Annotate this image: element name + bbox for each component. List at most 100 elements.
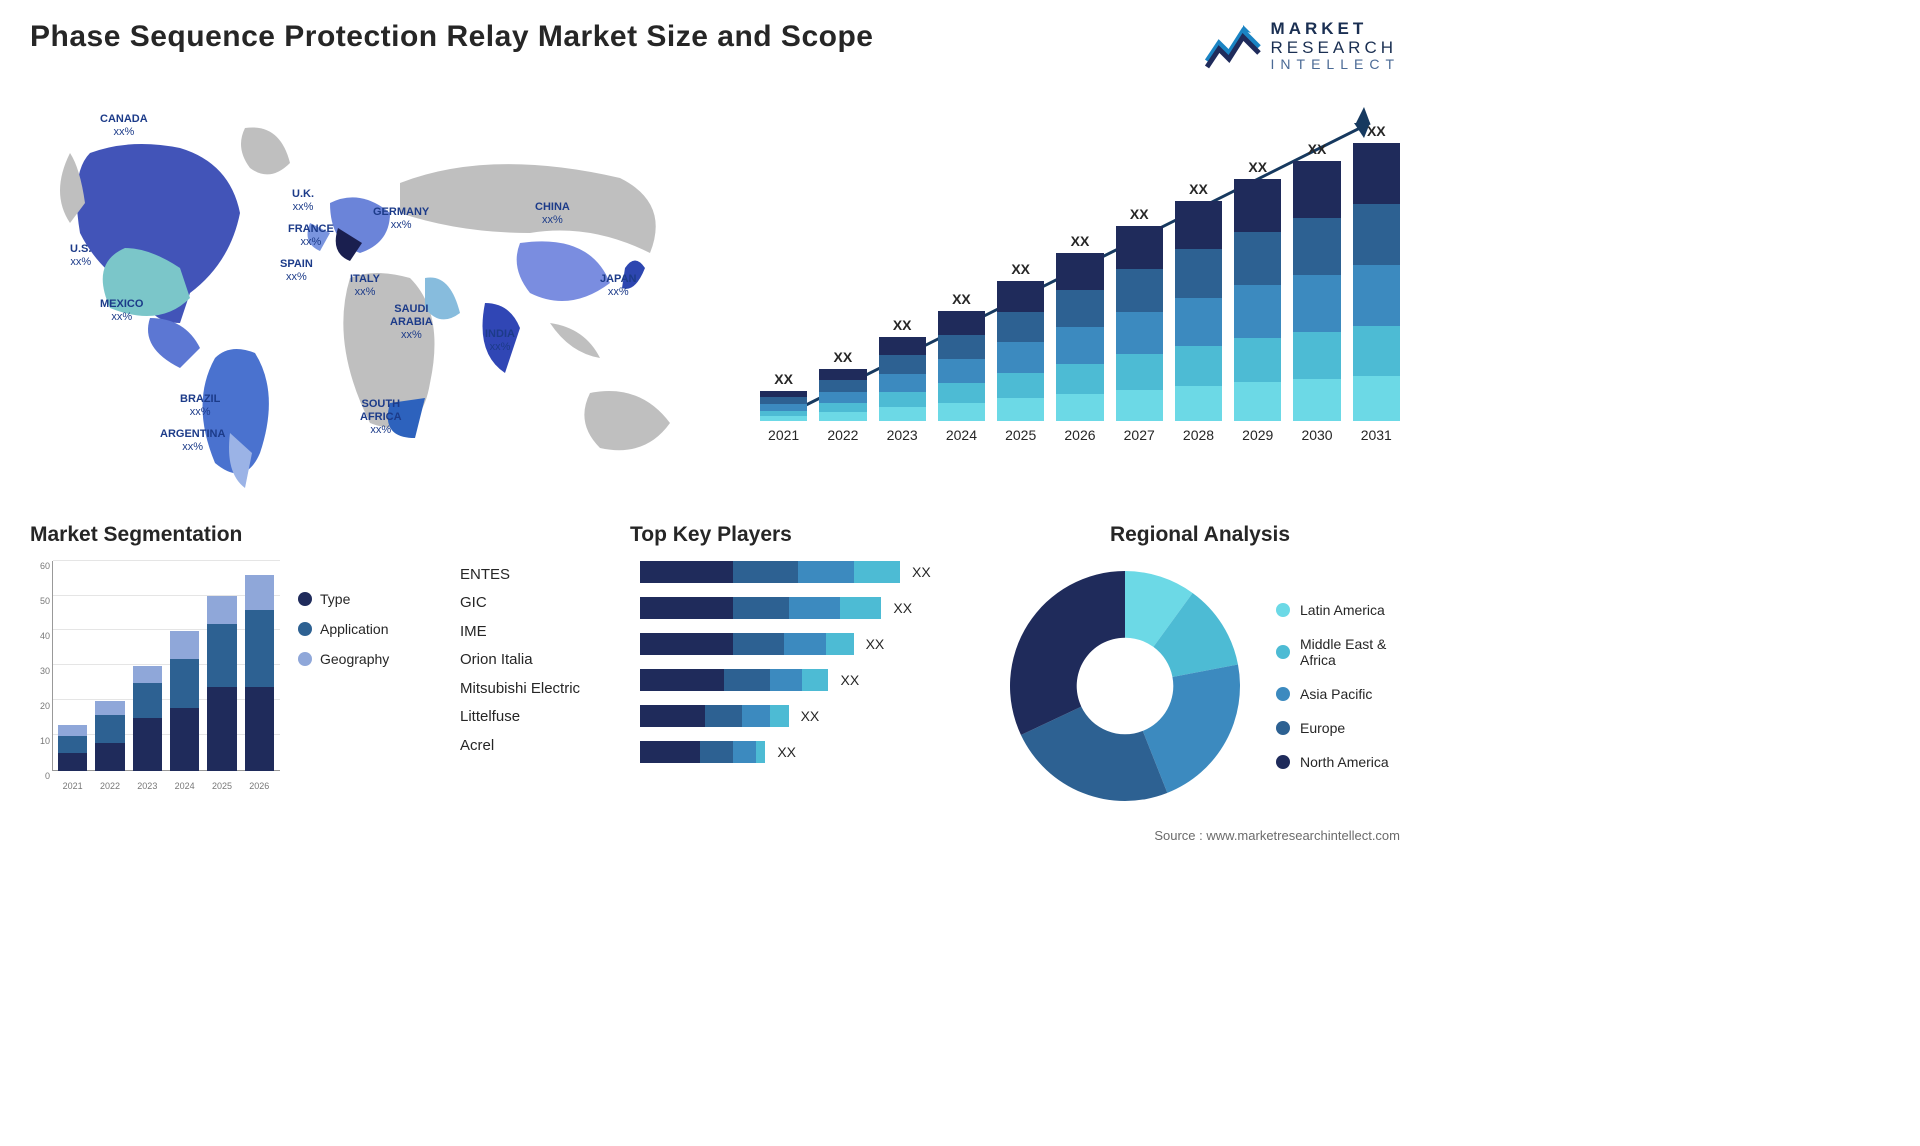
growth-segment [1293,161,1340,218]
kp-bar-row: XX [640,669,950,691]
seg-legend-item: Application [298,621,389,637]
growth-segment [1175,298,1222,346]
region-legend-item: North America [1276,754,1389,770]
growth-segment [1056,327,1103,364]
kp-segment [640,741,700,763]
growth-bar-2026: XX2026 [1056,233,1103,443]
growth-segment [1056,290,1103,327]
logo-text-1: MARKET [1271,20,1400,39]
growth-bar-stack [1175,201,1222,421]
region-legend-label: Asia Pacific [1300,686,1372,702]
growth-bar-2022: XX2022 [819,349,866,443]
regional-panel: Regional Analysis Latin AmericaMiddle Ea… [1000,523,1400,811]
growth-bar-stack [879,337,926,421]
logo-text-2: RESEARCH [1271,39,1400,58]
kp-segment [770,705,789,727]
growth-value-label: XX [1130,206,1149,222]
kp-segment [640,669,724,691]
map-label-spain: SPAINxx% [280,258,313,284]
seg-segment [207,596,236,624]
seg-bar-2021 [58,725,87,771]
seg-segment [95,743,124,771]
growth-segment [997,398,1044,420]
map-label-canada: CANADAxx% [100,113,148,139]
growth-bar-stack [819,369,866,421]
growth-segment [879,407,926,420]
growth-value-label: XX [1308,141,1327,157]
growth-segment [1353,204,1400,265]
seg-segment [207,624,236,687]
seg-xlabel: 2022 [95,781,124,791]
kp-value-label: XX [912,564,931,580]
regional-donut-chart [1000,561,1250,811]
kp-bar [640,705,789,727]
seg-segment [245,687,274,771]
seg-segment [170,631,199,659]
growth-year-label: 2022 [827,427,858,443]
kp-bar-row: XX [640,633,950,655]
growth-segment [1293,379,1340,421]
kp-segment [733,633,784,655]
growth-segment [1056,253,1103,290]
growth-segment [1293,275,1340,332]
kp-value-label: XX [841,672,860,688]
kp-segment [789,597,840,619]
kp-bar [640,597,881,619]
legend-dot-icon [1276,603,1290,617]
segmentation-title: Market Segmentation [30,523,440,547]
map-label-saudi-arabia: SAUDIARABIAxx% [390,303,433,343]
seg-segment [58,736,87,754]
legend-dot-icon [298,592,312,606]
kp-name: Orion Italia [460,646,620,675]
seg-segment [95,715,124,743]
map-label-italy: ITALYxx% [350,273,380,299]
kp-bar [640,633,854,655]
growth-segment [819,369,866,380]
kp-name: Littelfuse [460,703,620,732]
kp-segment [840,597,882,619]
growth-segment [1293,218,1340,275]
growth-segment [1116,269,1163,312]
kp-segment [798,561,854,583]
growth-segment [1234,382,1281,421]
seg-segment [133,666,162,684]
logo-text-3: INTELLECT [1271,57,1400,72]
seg-legend-label: Type [320,591,350,607]
growth-value-label: XX [1071,233,1090,249]
brand-logo: MARKET RESEARCH INTELLECT [1205,20,1400,73]
growth-segment [1293,332,1340,379]
map-label-china: CHINAxx% [535,201,570,227]
growth-value-label: XX [1189,181,1208,197]
growth-year-label: 2030 [1301,427,1332,443]
region-legend-item: Asia Pacific [1276,686,1389,702]
kp-segment [724,669,770,691]
kp-segment [733,741,756,763]
seg-bar-2024 [170,631,199,771]
kp-bar [640,669,829,691]
region-legend-item: Middle East &Africa [1276,636,1389,668]
seg-segment [170,708,199,771]
growth-segment [1116,354,1163,389]
seg-segment [245,610,274,687]
growth-segment [1175,249,1222,297]
growth-value-label: XX [952,291,971,307]
growth-bar-stack [1056,253,1103,421]
growth-bar-2027: XX2027 [1116,206,1163,443]
legend-dot-icon [1276,645,1290,659]
kp-bar-row: XX [640,561,950,583]
kp-value-label: XX [893,600,912,616]
seg-segment [58,753,87,771]
kp-bar-row: XX [640,741,950,763]
key-players-name-list: ENTESGICIMEOrion ItaliaMitsubishi Electr… [460,561,620,767]
growth-year-label: 2024 [946,427,977,443]
kp-segment [700,741,732,763]
legend-dot-icon [1276,721,1290,735]
growth-year-label: 2029 [1242,427,1273,443]
source-attribution: Source : www.marketresearchintellect.com [1154,828,1400,843]
kp-segment [854,561,900,583]
growth-bar-2030: XX 2030 [1293,141,1340,443]
key-players-chart: XXXXXXXXXXXX [640,561,950,777]
growth-segment [819,412,866,420]
seg-xlabel: 2025 [207,781,236,791]
growth-year-label: 2021 [768,427,799,443]
